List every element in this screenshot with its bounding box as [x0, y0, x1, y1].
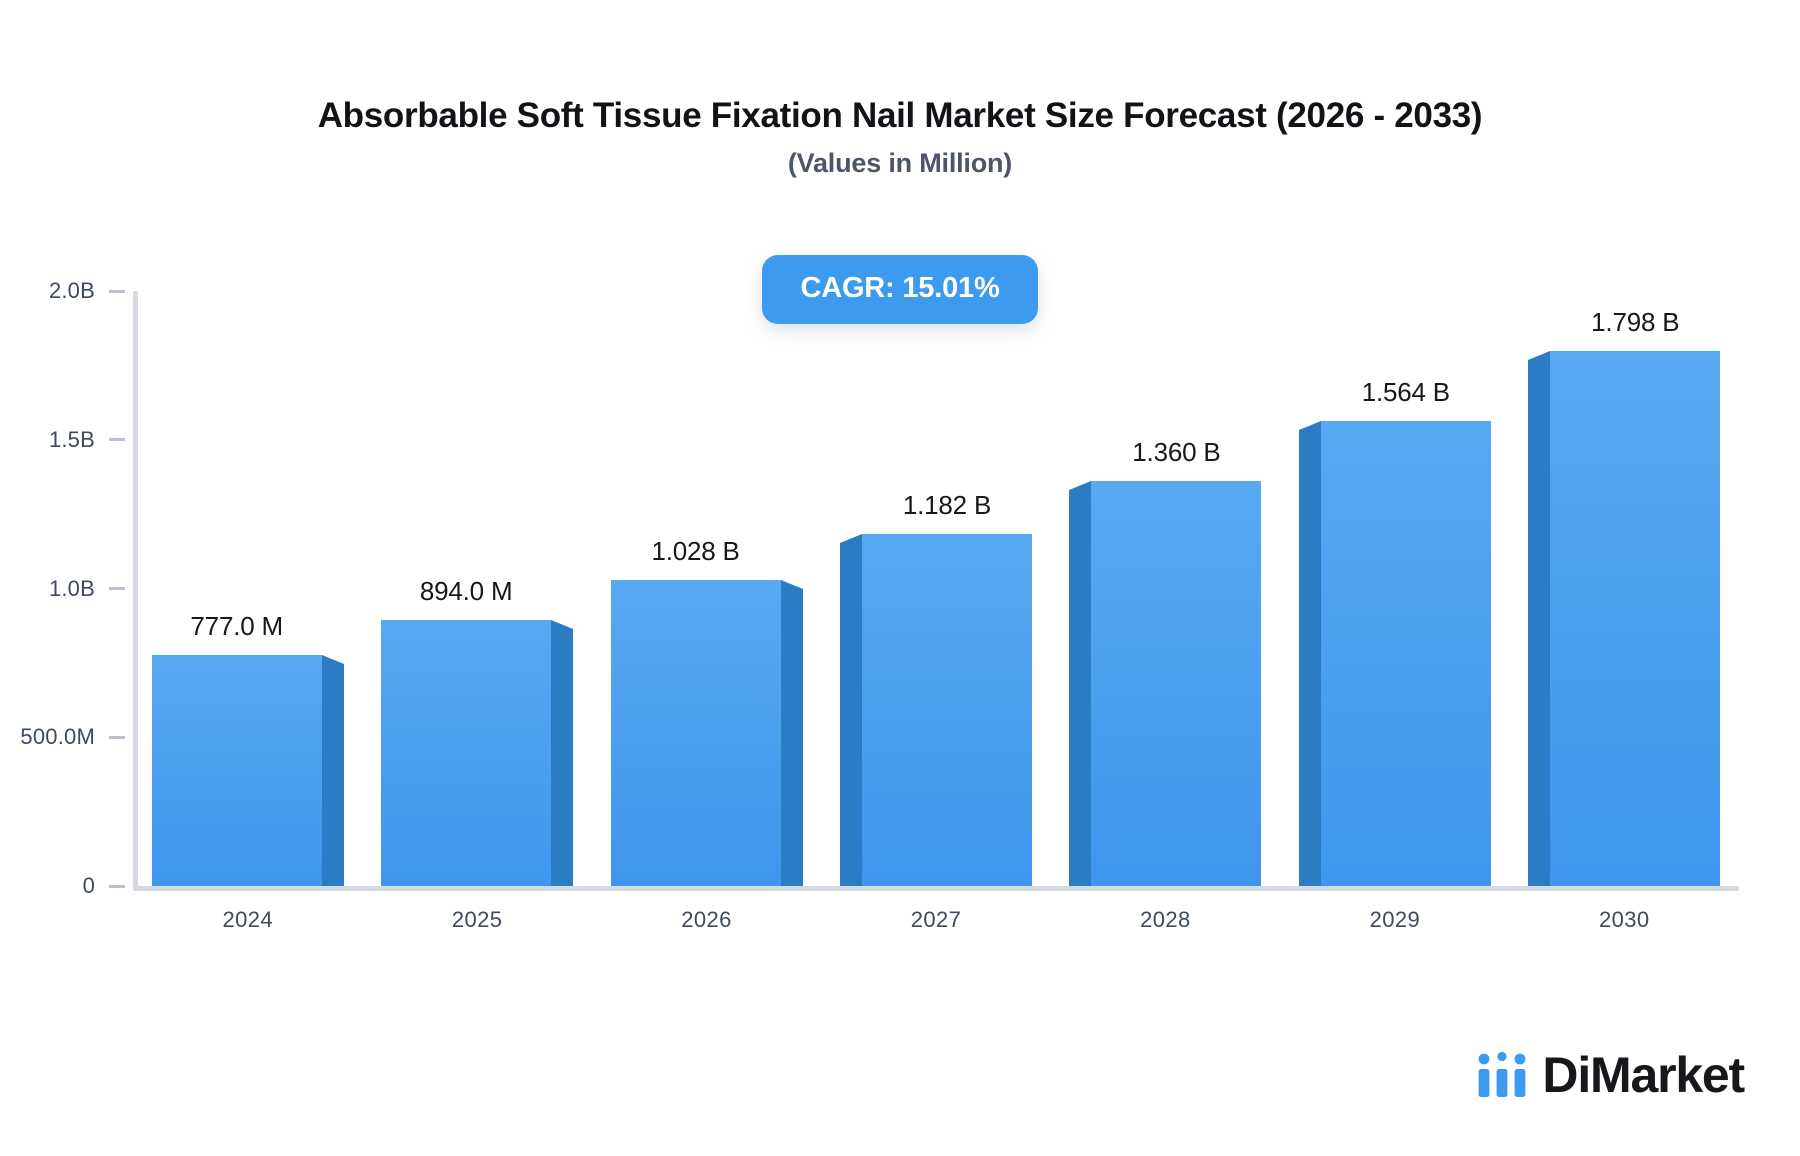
x-axis-label: 2028: [1140, 907, 1191, 932]
y-axis-tick-mark: [109, 735, 125, 739]
bar-top-face: [780, 580, 803, 590]
bar-value-label: 1.360 B: [1132, 437, 1221, 468]
x-axis-label: 2025: [451, 907, 503, 932]
y-axis-tick-label: 500.0M: [20, 724, 95, 750]
bar-side-face: [321, 663, 344, 886]
status-badge: CAGR: 15.01%: [762, 255, 1038, 324]
bar-front-face[interactable]: [151, 654, 322, 886]
bar-top-face: [1528, 351, 1551, 361]
brand-logo: DiMarket: [1476, 1047, 1745, 1103]
y-axis-tick-mark: [109, 587, 125, 590]
x-axis-label: 2030: [1599, 907, 1650, 932]
y-axis-tick-label: 0: [82, 873, 95, 898]
y-axis-tick-mark: [109, 884, 125, 888]
bar-value-label: 1.028 B: [651, 536, 740, 567]
bar-front-face[interactable]: [1091, 481, 1262, 886]
y-axis-tick-label: 2.0B: [48, 278, 95, 303]
bar-side-face: [780, 589, 803, 886]
x-axis-label: 2029: [1369, 907, 1421, 932]
bar-top-face: [840, 534, 862, 544]
title-block: Absorbable Soft Tissue Fixation Nail Mar…: [0, 96, 1800, 179]
bar-value-label: 1.182 B: [902, 490, 992, 521]
brand-name: DiMarket: [1542, 1047, 1745, 1103]
three-bars-icon: [1479, 1052, 1526, 1097]
bar-value-label: 894.0 M: [419, 576, 513, 607]
bar-side-face: [1528, 360, 1551, 886]
bar-top-face: [1298, 420, 1321, 430]
x-axis-label: 2027: [910, 907, 962, 932]
bar-top-face: [1069, 481, 1092, 491]
y-axis-tick-mark: [109, 438, 125, 442]
y-axis-line: [133, 291, 138, 890]
bar-side-face: [840, 543, 862, 886]
cagr-badge-wrapper: CAGR: 15.01%: [0, 255, 1800, 324]
y-axis-tick-label: 1.5B: [48, 426, 95, 452]
bar-front-face[interactable]: [1550, 351, 1721, 886]
chart-subtitle: (Values in Million): [787, 148, 1013, 179]
bar-value-label: 777.0 M: [190, 610, 283, 641]
bar-front-face[interactable]: [1320, 420, 1491, 886]
bar-top-face: [551, 620, 574, 630]
bar-top-face: [321, 654, 344, 664]
bar-value-label: 1.564 B: [1361, 376, 1450, 407]
page-title: Absorbable Soft Tissue Fixation Nail Mar…: [317, 96, 1483, 135]
x-axis-label: 2026: [681, 907, 732, 932]
bar-front-face[interactable]: [381, 620, 552, 886]
bar-side-face: [1298, 429, 1321, 886]
bar-side-face: [1069, 490, 1092, 886]
y-axis-tick-mark: [109, 289, 125, 293]
bar-front-face[interactable]: [862, 534, 1032, 886]
x-axis-line: [133, 886, 1739, 891]
y-axis-tick-label: 1.0B: [48, 575, 95, 601]
x-axis-label: 2024: [222, 907, 273, 932]
bar-value-label: 1.798 B: [1591, 307, 1680, 338]
bar-front-face[interactable]: [610, 580, 781, 886]
bar-side-face: [551, 629, 574, 886]
